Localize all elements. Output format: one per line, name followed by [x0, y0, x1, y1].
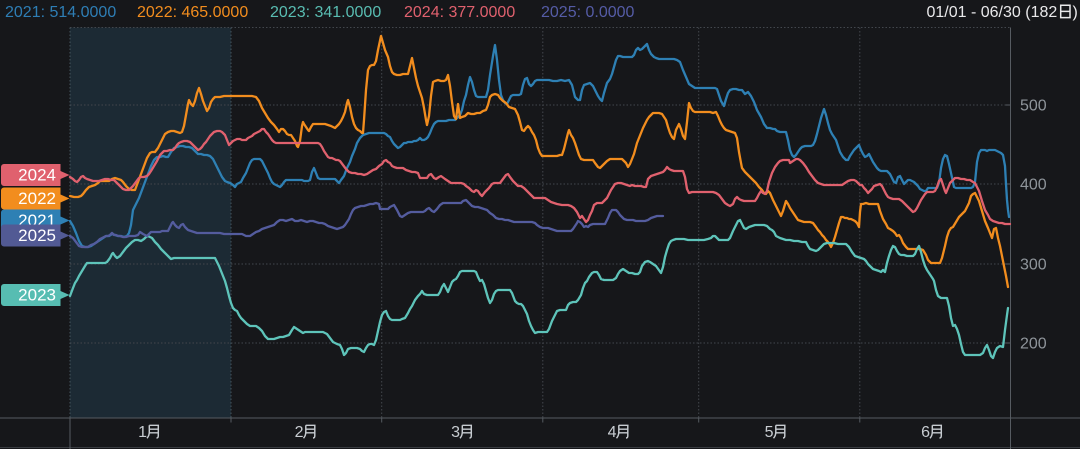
svg-text:2022: 2022 — [18, 189, 56, 208]
svg-text:2022: 465.0000: 2022: 465.0000 — [137, 4, 248, 21]
svg-text:300: 300 — [1020, 257, 1047, 274]
svg-text:5: 5 — [765, 424, 774, 441]
svg-text:500: 500 — [1020, 98, 1047, 115]
svg-text:200: 200 — [1020, 336, 1047, 353]
svg-text:2025: 0.0000: 2025: 0.0000 — [541, 4, 635, 21]
svg-text:3: 3 — [451, 424, 460, 441]
svg-text:2021: 514.0000: 2021: 514.0000 — [5, 4, 116, 21]
svg-text:): ) — [1073, 4, 1078, 21]
svg-text:400: 400 — [1020, 177, 1047, 194]
svg-text:6: 6 — [921, 424, 930, 441]
svg-text:01/01 - 06/30 (182: 01/01 - 06/30 (182 — [927, 4, 1058, 21]
svg-text:2024: 2024 — [18, 166, 56, 185]
svg-text:2025: 2025 — [18, 226, 56, 245]
svg-text:4: 4 — [608, 424, 617, 441]
svg-text:2: 2 — [295, 424, 304, 441]
svg-text:2023: 341.0000: 2023: 341.0000 — [270, 4, 381, 21]
svg-text:1: 1 — [138, 424, 147, 441]
svg-text:2023: 2023 — [18, 286, 56, 305]
svg-text:2024: 377.0000: 2024: 377.0000 — [404, 4, 515, 21]
